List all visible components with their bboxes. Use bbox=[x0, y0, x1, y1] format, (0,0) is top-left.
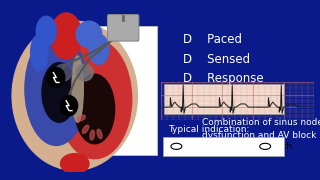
Text: Pacing: Pacing bbox=[228, 142, 258, 151]
Text: D    Sensed: D Sensed bbox=[183, 53, 250, 66]
Text: Both: Both bbox=[271, 142, 292, 151]
Text: D    Response: D Response bbox=[183, 72, 263, 85]
Text: dysfunction and AV block: dysfunction and AV block bbox=[203, 131, 317, 140]
Ellipse shape bbox=[36, 16, 56, 46]
Ellipse shape bbox=[12, 21, 137, 170]
Ellipse shape bbox=[42, 63, 76, 122]
Text: D    Paced: D Paced bbox=[183, 33, 242, 46]
Ellipse shape bbox=[77, 115, 85, 121]
Text: Combination of sinus node: Combination of sinus node bbox=[203, 118, 320, 127]
Ellipse shape bbox=[72, 56, 83, 122]
Ellipse shape bbox=[82, 125, 89, 133]
FancyBboxPatch shape bbox=[108, 15, 139, 41]
Circle shape bbox=[60, 96, 78, 116]
Ellipse shape bbox=[60, 154, 89, 174]
Ellipse shape bbox=[90, 130, 94, 140]
Text: Sensing: Sensing bbox=[184, 142, 220, 151]
Ellipse shape bbox=[75, 74, 115, 144]
Ellipse shape bbox=[55, 64, 72, 81]
Ellipse shape bbox=[25, 33, 88, 145]
Bar bbox=[163, 137, 284, 156]
Ellipse shape bbox=[58, 39, 132, 159]
Ellipse shape bbox=[51, 13, 82, 59]
Ellipse shape bbox=[31, 34, 48, 71]
Ellipse shape bbox=[76, 21, 102, 48]
Ellipse shape bbox=[97, 129, 102, 139]
Circle shape bbox=[48, 68, 65, 87]
Text: Typical indication:: Typical indication: bbox=[168, 125, 249, 134]
Bar bbox=[164, 84, 284, 114]
Ellipse shape bbox=[89, 34, 109, 64]
Ellipse shape bbox=[76, 64, 93, 81]
Bar bbox=[44, 26, 156, 155]
